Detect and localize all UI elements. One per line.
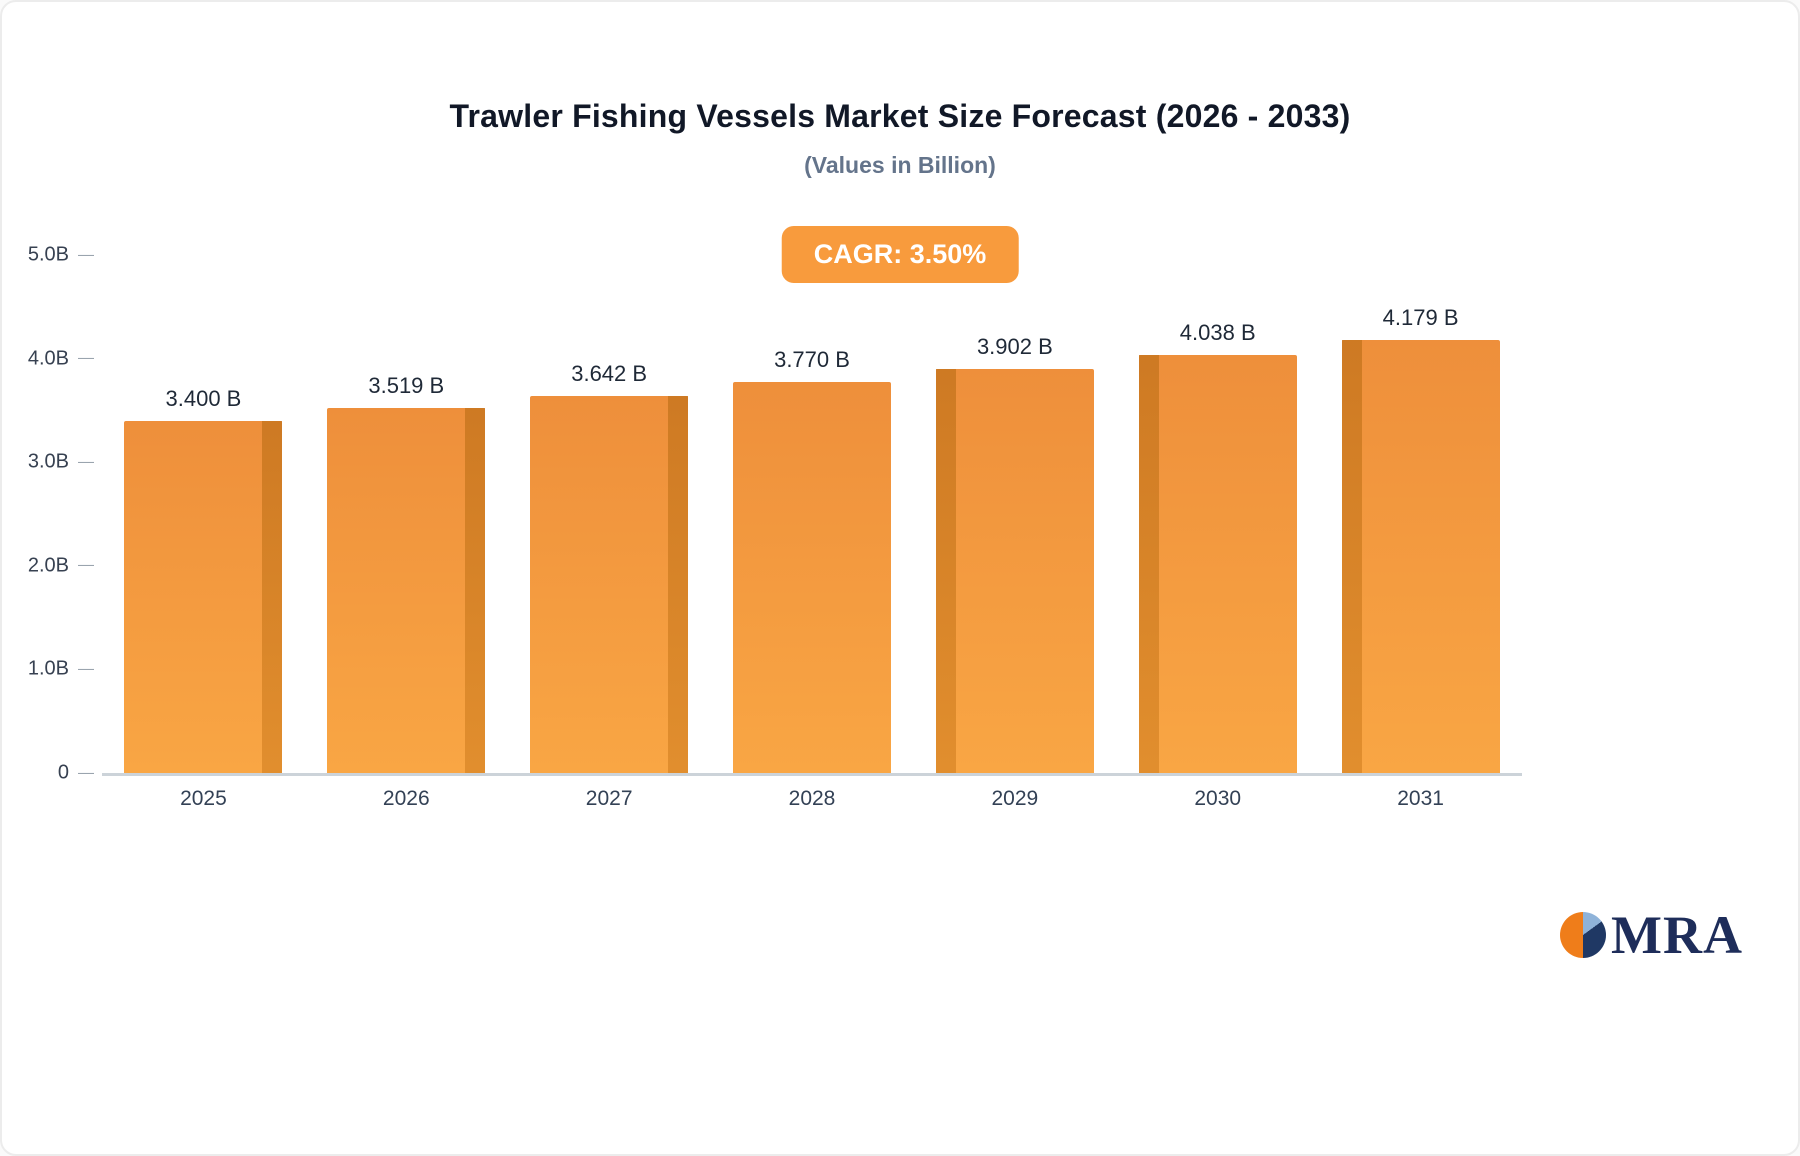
y-tick-label: 1.0B — [27, 657, 69, 680]
bar — [124, 420, 283, 774]
y-axis-tick: 5.0B — — [2, 243, 94, 267]
y-axis-tick: 3.0B — — [2, 450, 94, 474]
bar-slot: 3.642 B — [508, 255, 711, 774]
y-axis-tick: 1.0B — — [2, 657, 94, 681]
bar-slot: 3.400 B — [102, 255, 305, 774]
plot-area: 5.0B — 4.0B — 3.0B — 2.0B — 1.0B — 0 — 3.400 B 3.519… — [28, 244, 1522, 784]
bar-value-label: 4.038 B — [1179, 319, 1256, 345]
x-axis-label: 2026 — [382, 787, 430, 810]
y-tick-mark: — — [78, 453, 94, 471]
brand-logo: MRA — [1560, 908, 1743, 962]
y-tick-label: 2.0B — [27, 554, 69, 577]
y-tick-mark: — — [78, 349, 94, 367]
bar-slot: 3.519 B — [305, 255, 508, 773]
pie-logo-icon — [1560, 912, 1607, 958]
chart-title: Trawler Fishing Vessels Market Size Fore… — [449, 98, 1351, 134]
bar — [1138, 354, 1297, 774]
logo-text: MRA — [1611, 905, 1743, 965]
bars: 3.400 B 3.519 B 3.642 B 3.770 B 3.902 B 4.038… — [102, 255, 1522, 774]
bar-slot: 4.179 B — [1319, 255, 1522, 773]
y-tick-mark: — — [78, 660, 94, 678]
bar — [733, 382, 891, 773]
y-tick-mark: — — [78, 556, 94, 574]
bar-value-label: 3.642 B — [571, 360, 648, 386]
x-axis-label: 2029 — [991, 787, 1039, 810]
bar-value-label: 3.519 B — [368, 373, 445, 399]
y-tick-label: 3.0B — [27, 450, 69, 473]
cagr-badge: CAGR: 3.50% — [781, 226, 1019, 283]
bar-value-label: 3.770 B — [774, 347, 850, 373]
bar-slot: 3.902 B — [913, 255, 1116, 774]
chart-subtitle: (Values in Billion) — [804, 152, 996, 178]
y-axis-tick: 4.0B — — [2, 347, 94, 370]
bar — [1341, 340, 1500, 773]
x-axis-label: 2030 — [1194, 787, 1242, 810]
x-axis-label: 2025 — [180, 787, 227, 810]
y-tick-label: 5.0B — [27, 243, 69, 266]
bar-value-label: 3.400 B — [165, 385, 242, 411]
x-axis-label: 2027 — [585, 787, 633, 810]
bar-slot: 4.038 B — [1116, 255, 1319, 774]
y-tick-label: 4.0B — [27, 347, 69, 370]
y-axis-tick: 0— — [2, 761, 94, 785]
x-axis-label: 2031 — [1397, 787, 1444, 810]
bar — [530, 395, 689, 774]
bar — [935, 368, 1094, 774]
y-tick-mark: — — [78, 764, 94, 781]
x-axis: 2025 2026 2027 2028 2029 2030 2031 — [102, 787, 1522, 811]
y-tick-label: 0 — [57, 761, 69, 784]
x-axis-label: 2028 — [788, 787, 836, 810]
bar — [327, 408, 486, 773]
bar-value-label: 4.179 B — [1382, 305, 1459, 331]
y-tick-mark: — — [78, 246, 94, 263]
bar-value-label: 3.902 B — [976, 333, 1053, 359]
y-axis-tick: 2.0B — — [2, 554, 94, 577]
bar-slot: 3.770 B — [711, 255, 914, 773]
